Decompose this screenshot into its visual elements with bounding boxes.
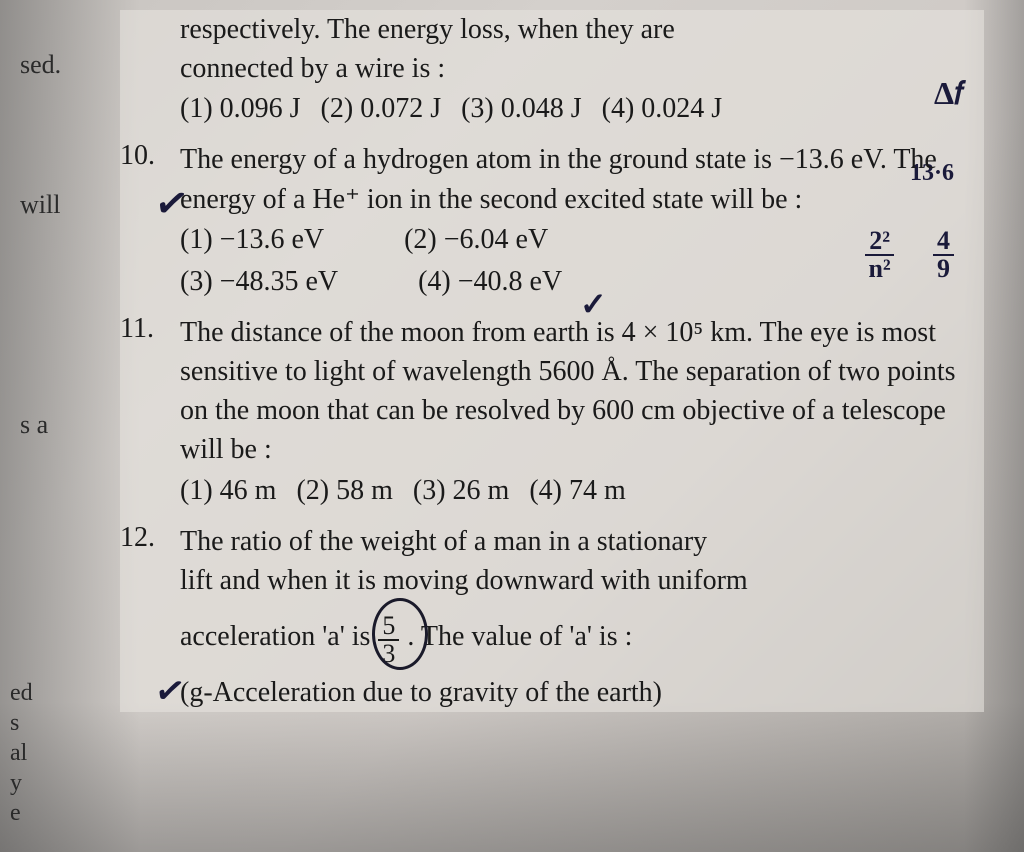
q11-opt1: (1) 46 m (180, 470, 276, 512)
intro-opt3: (3) 0.048 J (461, 88, 582, 130)
page-content: sed. will s a ed s al y e respectively. … (120, 10, 984, 712)
q10-opt2: (2) −6.04 eV (404, 219, 548, 261)
intro-options: (1) 0.096 J (2) 0.072 J (3) 0.048 J (4) … (180, 88, 984, 130)
intro-question: respectively. The energy loss, when they… (120, 10, 984, 130)
q11-opt4: (4) 74 m (529, 470, 625, 512)
margin-text-al: al (10, 740, 27, 767)
intro-opt1: (1) 0.096 J (180, 88, 301, 130)
margin-text-will: will (20, 190, 60, 220)
q11-opt2: (2) 58 m (296, 470, 392, 512)
intro-line1: respectively. The energy loss, when they… (180, 10, 984, 49)
q12-line4: (g-Acceleration due to gravity of the ea… (180, 673, 984, 712)
q10-options: (1) −13.6 eV (2) −6.04 eV (3) −48.35 eV … (180, 219, 984, 303)
q11-number: 11. (120, 313, 154, 345)
q12-line3b: . The value of 'a' is : (407, 617, 632, 656)
q12-line3a: acceleration 'a' is (180, 617, 370, 656)
vignette-bottom (0, 702, 1024, 852)
q10-text: The energy of a hydrogen atom in the gro… (180, 140, 984, 218)
q10-opt3: (3) −48.35 eV (180, 261, 338, 303)
q12-line3: acceleration 'a' is 5 3 . The value of '… (180, 606, 984, 667)
margin-text-sed: sed. (20, 50, 61, 80)
q11-opt3: (3) 26 m (413, 470, 509, 512)
q12-line1: The ratio of the weight of a man in a st… (180, 522, 984, 561)
q10-number: 10. (120, 140, 155, 172)
margin-text-s: s (10, 710, 19, 737)
circle-mark-icon (372, 598, 428, 670)
intro-opt4: (4) 0.024 J (602, 88, 723, 130)
margin-text-y: y (10, 770, 22, 797)
q10-opt1: (1) −13.6 eV (180, 219, 324, 261)
handwriting-df: Δ𝑓 (934, 75, 964, 113)
q11-text: The distance of the moon from earth is 4… (180, 313, 984, 470)
margin-text-ed: ed (10, 680, 33, 707)
q11-options: (1) 46 m (2) 58 m (3) 26 m (4) 74 m (180, 470, 984, 512)
question-10: 10. The energy of a hydrogen atom in the… (120, 140, 984, 302)
question-11: 11. The distance of the moon from earth … (120, 313, 984, 512)
question-12: 12. The ratio of the weight of a man in … (120, 522, 984, 713)
intro-opt2: (2) 0.072 J (321, 88, 442, 130)
q12-line2: lift and when it is moving downward with… (180, 561, 984, 600)
intro-line2: connected by a wire is : (180, 49, 984, 88)
margin-text-e: e (10, 800, 21, 827)
q10-opt4: (4) −40.8 eV (418, 261, 562, 303)
q12-number: 12. (120, 522, 155, 554)
margin-text-sa: s a (20, 410, 48, 440)
